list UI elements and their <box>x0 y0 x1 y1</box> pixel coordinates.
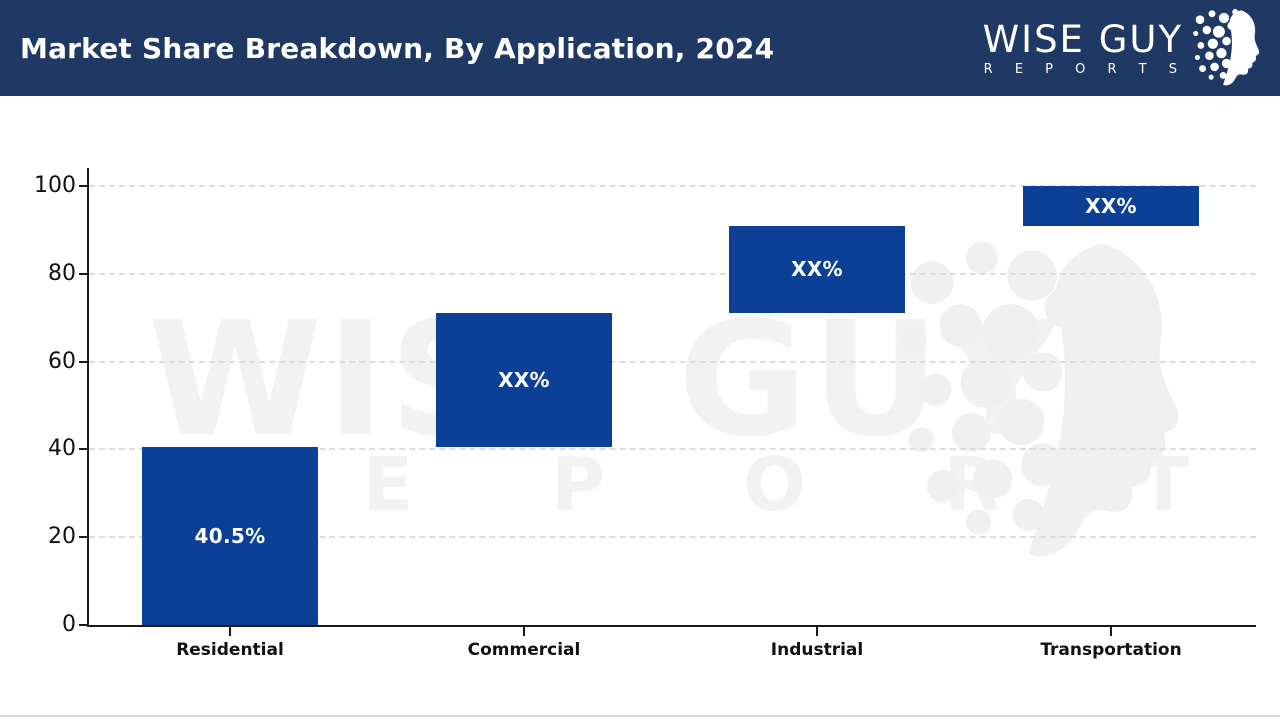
logo-line2: R E P O R T S <box>983 61 1186 77</box>
y-tick-label-80: 80 <box>48 260 76 286</box>
x-category-label-industrial: Industrial <box>770 640 864 660</box>
bar-transportation: XX% <box>1023 186 1199 226</box>
y-tick-80 <box>79 272 88 275</box>
footer-divider <box>0 715 1280 717</box>
x-tick-industrial <box>816 627 818 636</box>
y-tick-label-40: 40 <box>48 436 76 462</box>
y-tick-label-60: 60 <box>48 348 76 374</box>
bar-commercial: XX% <box>436 313 612 448</box>
y-tick-40 <box>79 448 88 451</box>
gridline-20 <box>89 536 1256 539</box>
y-axis-line <box>87 168 89 627</box>
x-tick-transportation <box>1110 627 1112 636</box>
dotted-head-profile-icon <box>1193 9 1260 86</box>
gridline-40 <box>89 448 1256 451</box>
y-tick-label-100: 100 <box>34 173 76 198</box>
gridline-80 <box>89 272 1256 275</box>
logo-wordmark: WISE GUY R E P O R T S <box>980 21 1186 76</box>
x-axis-line <box>87 625 1256 627</box>
bar-value-label-transportation: XX% <box>1085 193 1137 218</box>
bar-industrial: XX% <box>729 225 905 314</box>
brand-logo: WISE GUY R E P O R T S <box>980 5 1260 91</box>
x-category-label-residential: Residential <box>176 640 284 660</box>
logo-line1: WISE GUY <box>982 17 1184 61</box>
y-tick-100 <box>79 185 88 187</box>
x-category-label-commercial: Commercial <box>467 640 581 660</box>
page-title: Market Share Breakdown, By Application, … <box>20 31 775 65</box>
gridline-60 <box>89 360 1256 363</box>
bar-value-label-residential: 40.5% <box>194 524 266 549</box>
watermark-head-icon <box>901 241 1179 557</box>
bar-residential: 40.5% <box>142 447 318 625</box>
x-category-label-transportation: Transportation <box>1040 640 1182 660</box>
header-bar: Market Share Breakdown, By Application, … <box>0 0 1280 96</box>
x-tick-commercial <box>523 627 525 636</box>
y-tick-label-20: 20 <box>48 524 76 550</box>
bar-value-label-commercial: XX% <box>498 368 550 393</box>
y-tick-20 <box>79 536 88 539</box>
gridline-100 <box>89 185 1256 187</box>
y-tick-label-0: 0 <box>62 612 76 637</box>
x-tick-residential <box>229 627 231 636</box>
y-tick-60 <box>79 360 88 363</box>
y-tick-0 <box>79 624 88 626</box>
bar-value-label-industrial: XX% <box>791 257 843 282</box>
